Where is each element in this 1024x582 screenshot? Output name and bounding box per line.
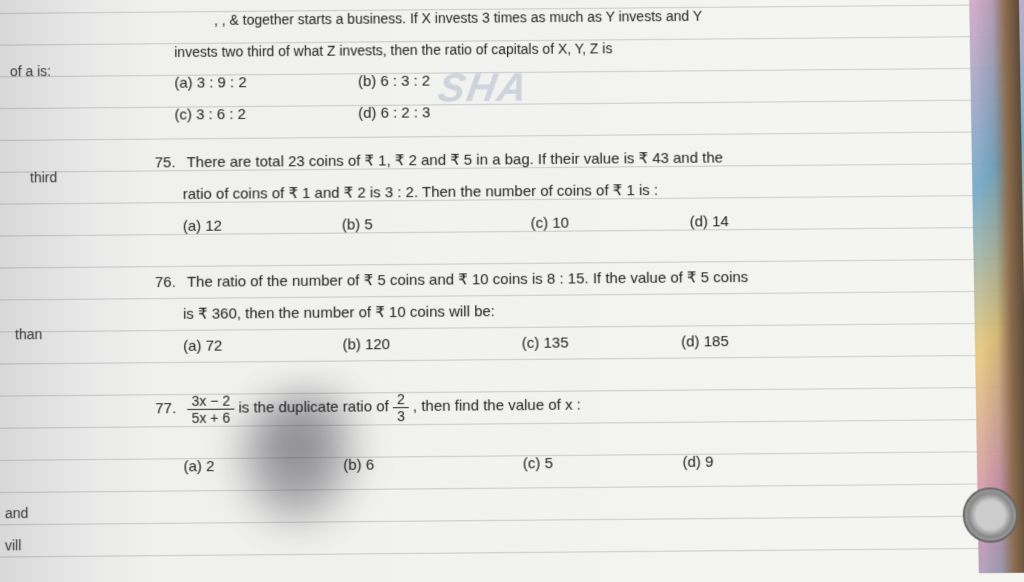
q75-opt-c: (c) 10 <box>531 207 686 240</box>
q77-tail: , then find the value of x : <box>413 397 581 416</box>
q76-opt-a: (a) 72 <box>183 330 338 363</box>
margin-text-3: than <box>15 326 42 342</box>
q74-opt-b: (b) 6 : 3 : 2 <box>358 66 430 98</box>
q75-opt-b: (b) 5 <box>342 208 527 242</box>
q76-opt-b: (b) 120 <box>342 328 517 362</box>
q74-opt-c: (c) 3 : 6 : 2 <box>174 98 354 131</box>
page-edge <box>974 0 1024 573</box>
q77-frac2-num: 2 <box>393 391 409 408</box>
q74-opt-a: (a) 3 : 9 : 2 <box>174 66 353 99</box>
q75-text1: There are total 23 coins of ₹ 1, ₹ 2 and… <box>186 150 723 172</box>
margin-text-4: and <box>5 505 28 521</box>
q75-text2: ratio of coins of ₹ 1 and ₹ 2 is 3 : 2. … <box>183 182 658 203</box>
q74-opt-d: (d) 6 : 2 : 3 <box>358 97 431 129</box>
margin-text-5: vill <box>5 537 21 553</box>
q77-num: 77. <box>155 387 183 431</box>
margin-text-1: of a is: <box>10 63 51 79</box>
q77-frac1-num: 3x − 2 <box>187 392 234 409</box>
q77-mid: is the duplicate ratio of <box>238 398 393 416</box>
decorative-circle <box>962 487 1018 543</box>
q76-text2: is ₹ 360, then the number of ₹ 10 coins … <box>183 303 495 323</box>
q76-opt-d: (d) 185 <box>681 326 729 358</box>
q76-num: 76. <box>155 267 183 299</box>
q77-opt-a: (a) 2 <box>183 450 339 484</box>
q77-opt-d: (d) 9 <box>682 447 713 479</box>
q76-opt-c: (c) 135 <box>522 327 677 360</box>
q75-opt-a: (a) 12 <box>183 210 338 243</box>
q75-num: 75. <box>155 147 183 179</box>
q77-opt-b: (b) 6 <box>343 448 519 482</box>
q76-text1: The ratio of the number of ₹ 5 coins and… <box>187 269 748 291</box>
q77-frac2-den: 3 <box>393 408 409 424</box>
q75-opt-d: (d) 14 <box>690 206 730 238</box>
margin-text-2: third <box>30 169 57 185</box>
q77-opt-c: (c) 5 <box>523 447 679 481</box>
q77-frac1-den: 5x + 6 <box>188 409 235 425</box>
